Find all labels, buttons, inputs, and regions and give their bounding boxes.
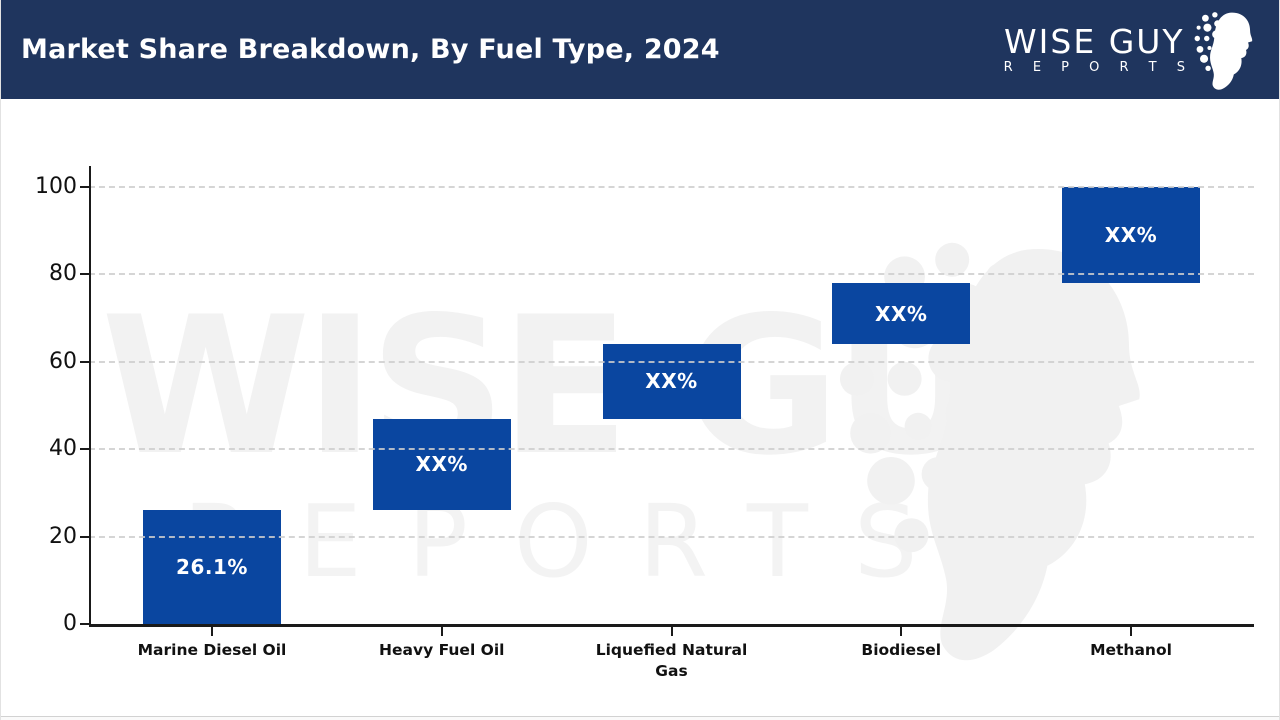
bottom-strip: [1, 717, 1279, 720]
y-tick-label-20: 20: [49, 523, 77, 549]
x-tick-mark-4: [900, 627, 903, 636]
bar-value-label: XX%: [875, 301, 928, 326]
bar-value-label: XX%: [415, 452, 468, 477]
bar-value-label: XX%: [1104, 223, 1158, 248]
logo-reports-text: R E P O R T S: [1003, 60, 1193, 76]
gridline-40: [89, 448, 1254, 451]
x-tick-mark-5: [1130, 627, 1132, 636]
y-tick-label-60: 60: [49, 348, 77, 374]
y-tick-mark-100: [80, 186, 89, 188]
x-category-label-liquefied-natural-gas: Liquefied Natural Gas: [557, 640, 787, 682]
x-category-label-methanol: Methanol: [1016, 640, 1246, 661]
y-tick-mark-0: [80, 623, 89, 625]
x-category-label-marine-diesel-oil: Marine Diesel Oil: [97, 640, 327, 661]
gridline-80: [89, 273, 1254, 276]
logo-wordmark-text: WISE GUY: [1004, 21, 1185, 61]
gridline-100: [89, 186, 1254, 188]
y-tick-label-40: 40: [49, 436, 77, 462]
x-category-label-biodiesel: Biodiesel: [786, 640, 1016, 661]
bar-marine-diesel-oil: 26.1%: [143, 509, 281, 624]
x-category-label-text: Heavy Fuel Oil: [379, 641, 505, 659]
y-tick-label-80: 80: [49, 261, 77, 287]
logo-head-icon: [1194, 12, 1253, 90]
y-tick-mark-40: [80, 448, 89, 451]
gridline-20: [89, 535, 1254, 538]
x-category-label-heavy-fuel-oil: Heavy Fuel Oil: [327, 640, 557, 661]
watermark-reports: REPORTS: [183, 483, 964, 600]
bar-methanol: XX%: [1062, 187, 1200, 284]
header: Market Share Breakdown, By Fuel Type, 20…: [1, 0, 1279, 99]
x-category-label-text: Biodiesel: [861, 641, 942, 659]
x-category-label-text: Methanol: [1090, 641, 1172, 659]
x-category-label-text: Marine Diesel Oil: [137, 641, 287, 659]
y-tick-mark-20: [80, 535, 89, 538]
bar-liquefied-natural-gas: XX%: [602, 344, 741, 419]
bar-biodiesel: XX%: [832, 283, 971, 345]
y-tick-label-100: 100: [35, 174, 77, 199]
x-tick-mark-2: [440, 627, 443, 636]
x-tick-mark-3: [670, 627, 673, 636]
gridline-60: [89, 360, 1254, 363]
x-axis-line: [89, 624, 1254, 627]
bar-heavy-fuel-oil: XX%: [372, 418, 511, 510]
y-tick-mark-60: [80, 360, 89, 363]
bottom-divider: [1, 716, 1279, 717]
page-title: Market Share Breakdown, By Fuel Type, 20…: [21, 34, 720, 65]
logo-wordmark: WISE GUY R E P O R T S: [996, 21, 1193, 76]
bar-value-label: 26.1%: [176, 554, 248, 579]
y-tick-label-0: 0: [63, 611, 77, 636]
x-category-label-text: Liquefied Natural Gas: [595, 641, 748, 680]
y-axis-line: [89, 166, 91, 627]
y-tick-mark-80: [80, 273, 89, 276]
x-tick-mark-1: [211, 627, 213, 636]
bar-value-label: XX%: [645, 369, 698, 394]
logo: WISE GUY R E P O R T S: [996, 6, 1267, 94]
